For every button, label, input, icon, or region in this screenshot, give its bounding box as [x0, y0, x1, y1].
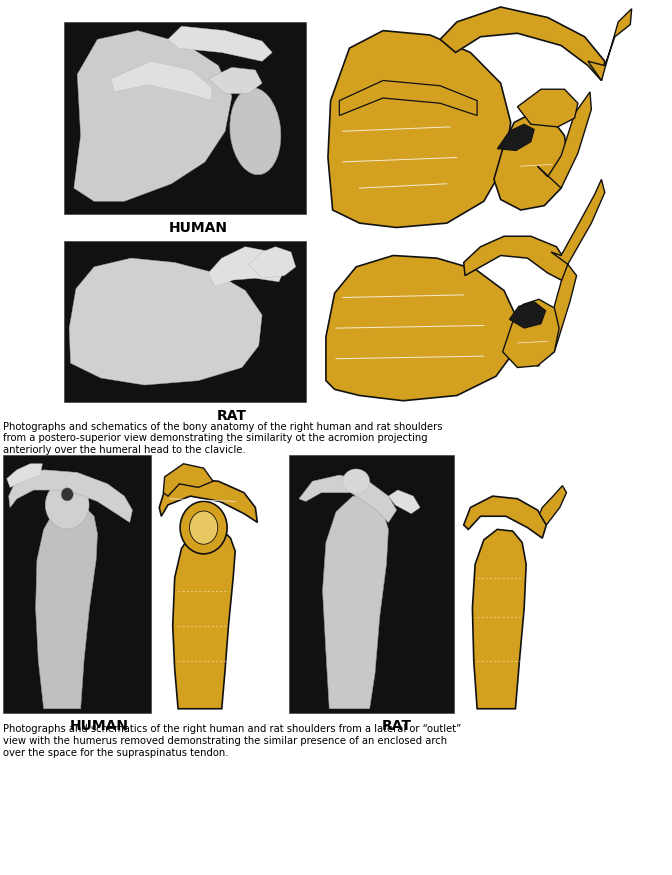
FancyBboxPatch shape: [3, 455, 151, 713]
FancyBboxPatch shape: [460, 455, 564, 713]
Polygon shape: [111, 61, 212, 101]
Polygon shape: [173, 528, 235, 709]
FancyBboxPatch shape: [64, 22, 306, 214]
Polygon shape: [551, 179, 605, 264]
Polygon shape: [299, 475, 396, 522]
Polygon shape: [163, 464, 213, 496]
Text: RAT: RAT: [382, 719, 411, 733]
Polygon shape: [339, 80, 477, 116]
FancyBboxPatch shape: [158, 455, 259, 713]
Ellipse shape: [45, 481, 89, 528]
Polygon shape: [74, 31, 232, 201]
Polygon shape: [464, 496, 546, 538]
Polygon shape: [208, 67, 262, 94]
Text: Photographs and schematics of the bony anatomy of the right human and rat should: Photographs and schematics of the bony a…: [3, 422, 443, 455]
Polygon shape: [36, 503, 97, 709]
Text: RAT: RAT: [217, 410, 247, 423]
Polygon shape: [503, 299, 559, 367]
Polygon shape: [540, 486, 566, 525]
Polygon shape: [9, 470, 132, 522]
Ellipse shape: [61, 487, 73, 500]
Polygon shape: [7, 464, 42, 487]
FancyBboxPatch shape: [64, 241, 306, 402]
Polygon shape: [168, 26, 272, 61]
Ellipse shape: [180, 501, 227, 554]
FancyBboxPatch shape: [323, 22, 659, 236]
Polygon shape: [536, 264, 577, 366]
Ellipse shape: [190, 511, 218, 544]
Polygon shape: [249, 247, 296, 278]
Polygon shape: [538, 92, 591, 188]
Polygon shape: [472, 529, 526, 709]
Polygon shape: [69, 258, 262, 385]
Polygon shape: [509, 302, 546, 328]
Ellipse shape: [230, 88, 281, 175]
Ellipse shape: [343, 469, 370, 493]
Polygon shape: [328, 31, 511, 228]
Text: HUMAN: HUMAN: [70, 719, 129, 733]
Polygon shape: [326, 255, 517, 401]
Polygon shape: [159, 479, 257, 522]
FancyBboxPatch shape: [289, 455, 454, 713]
FancyBboxPatch shape: [323, 236, 652, 411]
Text: HUMAN: HUMAN: [169, 220, 228, 234]
Polygon shape: [494, 114, 568, 210]
Polygon shape: [588, 9, 632, 80]
Polygon shape: [440, 7, 605, 80]
Polygon shape: [517, 89, 578, 127]
Polygon shape: [388, 490, 420, 514]
Text: Photographs and schematics of the right human and rat shoulders from a lateral o: Photographs and schematics of the right …: [3, 724, 462, 758]
Polygon shape: [323, 496, 388, 709]
Polygon shape: [497, 124, 534, 150]
Polygon shape: [208, 247, 286, 287]
Polygon shape: [464, 236, 568, 282]
